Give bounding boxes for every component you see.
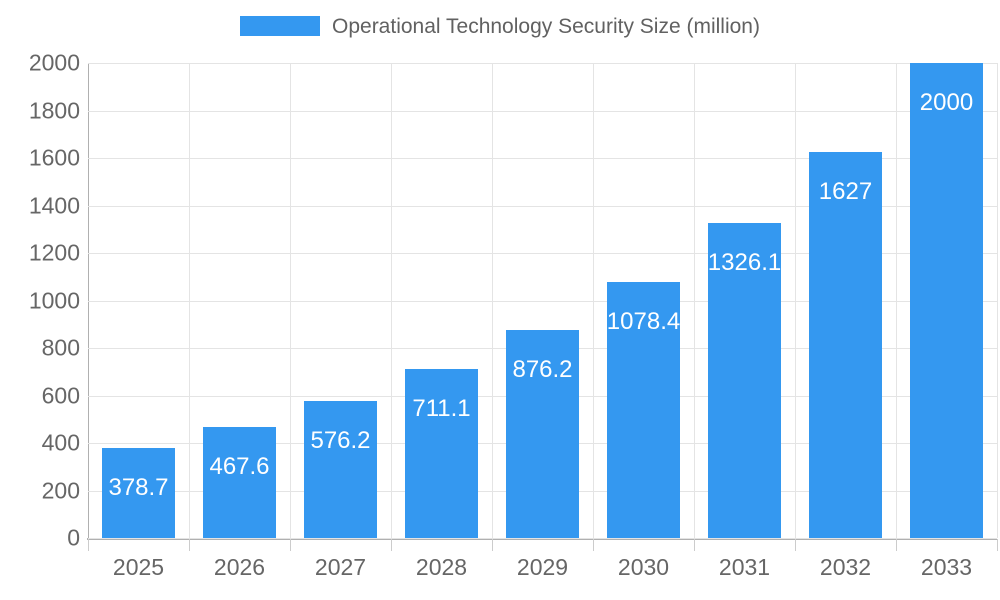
gridline-horizontal: [88, 253, 997, 254]
y-axis-tick-label: 200: [41, 477, 80, 503]
x-axis-tick-label: 2032: [819, 554, 872, 580]
x-axis-tick-label: 2030: [617, 554, 670, 580]
bar-value-label: 1326.1: [707, 249, 782, 277]
y-axis-tick-label: 1000: [28, 287, 80, 313]
x-axis-tick-label: 2029: [516, 554, 569, 580]
y-axis-tick-label: 800: [41, 334, 80, 361]
legend-item-label: Operational Technology Security Size (mi…: [332, 14, 760, 38]
bar-2027[interactable]: 576.2: [304, 401, 377, 538]
bar-value-label: 711.1: [412, 395, 471, 423]
y-axis-tick-label: 0: [67, 524, 80, 551]
gridline-vertical: [189, 63, 190, 538]
gridline-horizontal: [88, 205, 997, 207]
y-axis-tick-label: 1200: [28, 239, 80, 266]
gridline-vertical: [795, 63, 796, 538]
bar-2032[interactable]: 1627: [809, 151, 882, 538]
bar-2028[interactable]: 711.1: [405, 369, 478, 538]
gridline-horizontal: [88, 538, 997, 539]
bar-2029[interactable]: 876.2: [506, 329, 579, 538]
bar-2026[interactable]: 467.6: [203, 426, 276, 538]
y-axis-tick-label: 1400: [28, 192, 80, 218]
x-axis-tick-label: 2033: [920, 554, 973, 580]
x-axis-tick-mark: [593, 539, 594, 551]
bar-value-label: 1627: [818, 177, 873, 205]
bar-value-label: 378.7: [108, 474, 169, 502]
gridline-vertical: [492, 63, 493, 538]
x-axis-tick-mark: [997, 539, 998, 551]
y-axis-tick-label: 1600: [28, 144, 80, 171]
bar-value-label: 2000: [919, 89, 974, 116]
x-axis-tick-mark: [290, 539, 291, 551]
x-axis-line: [87, 538, 997, 540]
gridline-horizontal: [88, 63, 997, 64]
x-axis-tick-mark: [694, 539, 695, 551]
x-axis-tick-mark: [391, 539, 392, 551]
gridline-horizontal: [88, 110, 997, 112]
x-axis-tick-mark: [189, 539, 190, 551]
bar-value-label: 876.2: [512, 355, 573, 383]
gridline-vertical: [593, 63, 594, 538]
x-axis-tick-label: 2026: [213, 554, 266, 580]
x-axis-tick-label: 2028: [415, 554, 468, 580]
chart-legend: Operational Technology Security Size (mi…: [0, 0, 1000, 52]
x-axis-tick-mark: [795, 539, 796, 551]
x-axis-tick-mark: [896, 539, 897, 551]
y-axis-tick-labels: 0 200 400 600 800 1000 1200 1400 1600 1800 2000: [0, 51, 80, 549]
gridline-horizontal: [88, 300, 997, 302]
x-axis-tick-label: 2025: [112, 554, 165, 580]
gridline-vertical: [391, 63, 392, 538]
x-axis-tick-label: 2031: [718, 554, 771, 580]
y-axis-tick-label: 1800: [28, 97, 80, 123]
plot-area: 378.7 467.6 576.2 711.1 876.2 1078.4 1326.1 162…: [87, 63, 998, 551]
bar-2033[interactable]: 2000: [910, 63, 983, 538]
bar-value-label: 1078.4: [606, 307, 681, 335]
gridline-vertical: [694, 63, 695, 538]
bar-2025[interactable]: 378.7: [102, 448, 175, 538]
legend-item-operational-technology-security-size[interactable]: Operational Technology Security Size (mi…: [240, 16, 760, 37]
gridline-vertical: [290, 63, 291, 538]
bar-value-label: 467.6: [209, 452, 270, 480]
x-axis-tick-mark: [492, 539, 493, 551]
x-axis-tick-mark: [88, 539, 89, 551]
y-axis-tick-label: 400: [41, 429, 80, 456]
gridline-horizontal: [88, 158, 997, 159]
x-axis-tick-label: 2027: [314, 554, 367, 580]
gridline-vertical: [997, 63, 998, 538]
bar-value-label: 576.2: [310, 427, 371, 455]
y-axis-tick-label: 2000: [28, 49, 80, 76]
gridline-vertical: [896, 63, 897, 538]
bar-2030[interactable]: 1078.4: [606, 281, 681, 538]
bar-2031[interactable]: 1326.1: [708, 223, 781, 538]
y-axis-tick-label: 600: [41, 382, 80, 408]
legend-swatch-icon: [240, 16, 320, 36]
